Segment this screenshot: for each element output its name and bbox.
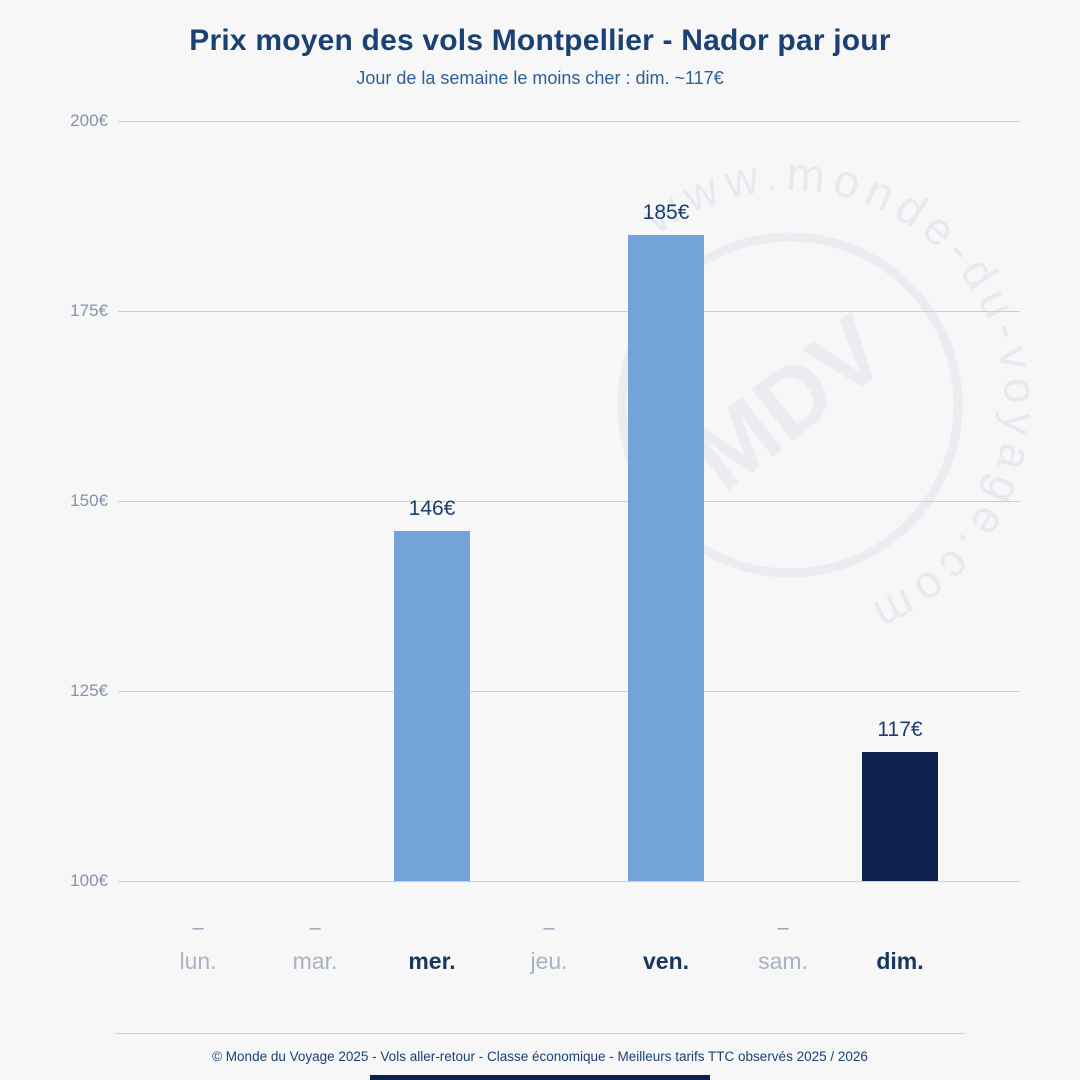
x-axis-day-label: lun. (179, 948, 217, 974)
no-data-marker: – (777, 917, 789, 939)
bar-value-label: 185€ (642, 201, 690, 224)
y-axis-tick-label: 200€ (70, 111, 108, 130)
bar-ven (628, 235, 704, 881)
x-axis-day-label: mer. (408, 948, 456, 974)
bar-mer (394, 531, 470, 881)
x-axis-day-label: sam. (758, 948, 808, 974)
y-axis-tick-label: 175€ (70, 301, 108, 320)
x-axis-day-label: ven. (642, 948, 690, 974)
page-title: Prix moyen des vols Montpellier - Nador … (189, 24, 891, 57)
no-data-marker: – (192, 917, 204, 939)
y-axis-tick-label: 150€ (70, 491, 108, 510)
bar-value-label: 117€ (877, 717, 923, 741)
no-data-marker: – (543, 917, 555, 939)
footer-divider (115, 1033, 965, 1034)
no-data-marker: – (309, 917, 321, 939)
gridline (118, 501, 1020, 502)
gridline (118, 691, 1020, 692)
x-axis-day-label: mar. (292, 948, 338, 974)
y-axis-tick-label: 100€ (70, 871, 108, 890)
chart-header: Prix moyen des vols Montpellier - Nador … (0, 24, 1080, 89)
gridline (118, 121, 1020, 122)
gridline (118, 881, 1020, 882)
bottom-accent-bar (370, 1075, 710, 1080)
footer-text: © Monde du Voyage 2025 - Vols aller-reto… (212, 1049, 868, 1064)
y-axis-tick-label: 125€ (70, 681, 108, 700)
chart-subtitle: Jour de la semaine le moins cher : dim. … (356, 68, 724, 88)
gridline (118, 311, 1020, 312)
bar-dim (862, 751, 938, 881)
bar-value-label: 146€ (408, 497, 456, 521)
x-axis-day-label: dim. (876, 948, 924, 974)
x-axis-day-label: jeu. (530, 948, 568, 974)
